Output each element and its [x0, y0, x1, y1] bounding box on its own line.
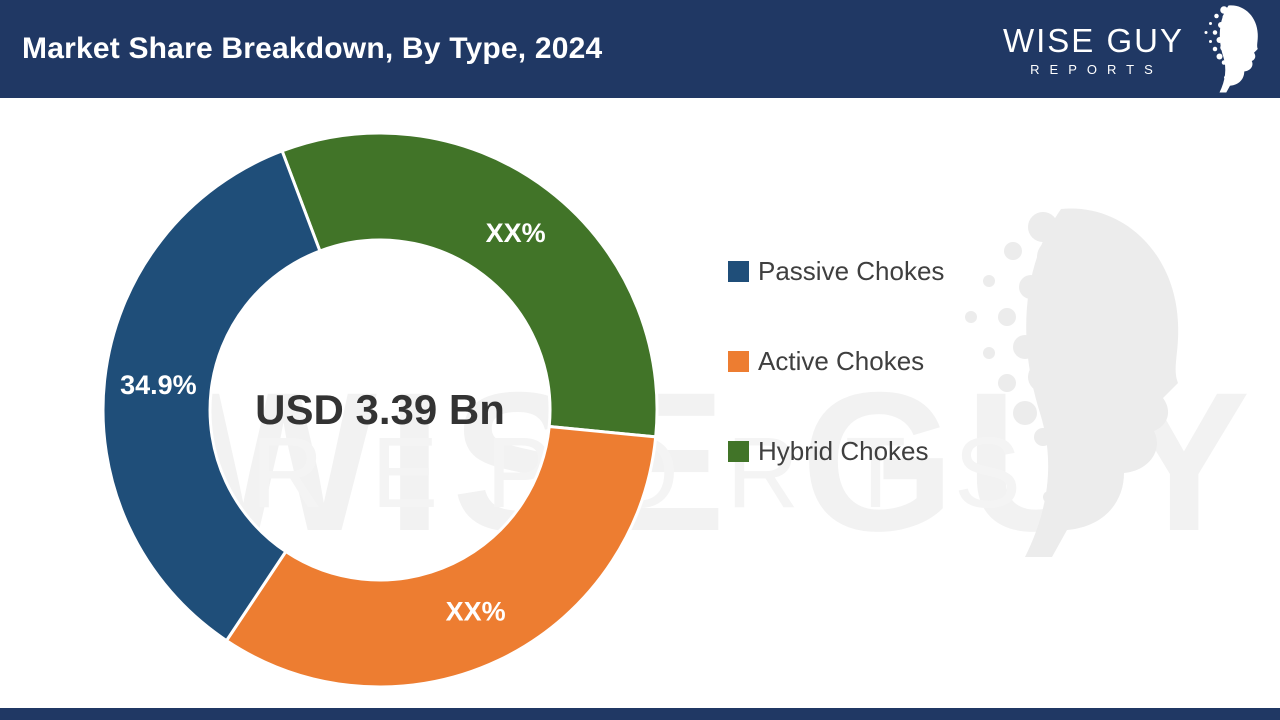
legend-swatch-hybrid	[728, 440, 749, 462]
legend-swatch-passive	[728, 260, 749, 282]
head-dot	[1236, 35, 1242, 42]
head-dot	[1230, 43, 1239, 52]
logo-head-icon	[1204, 5, 1258, 93]
legend-swatch-active	[728, 350, 749, 372]
head-dot	[1218, 22, 1224, 28]
head-dot	[1221, 60, 1227, 65]
head-dot	[1227, 19, 1236, 28]
legend-item-active-chokes: Active Chokes	[728, 342, 944, 380]
head-dot	[1224, 76, 1227, 79]
donut-slice-active-chokes	[225, 425, 658, 689]
chart-center-value: USD 3.39 Bn	[255, 386, 505, 433]
head-dot	[1234, 52, 1241, 58]
head-dot	[1231, 26, 1241, 36]
head-dot	[1220, 6, 1228, 14]
donut-slice-passive-chokes	[101, 149, 322, 643]
head-dot	[1220, 43, 1228, 52]
head-dot	[1216, 53, 1223, 60]
legend-item-passive-chokes: Passive Chokes	[728, 252, 944, 290]
head-dot	[1221, 28, 1230, 37]
head-dot	[1214, 13, 1219, 19]
head-dot	[1239, 43, 1245, 49]
head-dot	[1233, 66, 1239, 71]
head-dot	[1224, 51, 1233, 59]
head-dot	[1209, 40, 1212, 43]
legend-label: Active Chokes	[758, 345, 925, 376]
logo-text: WISE GUY REPORTS	[1003, 22, 1184, 77]
legend-label: Hybrid Chokes	[758, 435, 929, 466]
head-dot	[1212, 46, 1218, 52]
head-dot	[1228, 73, 1235, 79]
head-dot	[1225, 35, 1235, 45]
head-dot	[1204, 31, 1208, 34]
page-title: Market Share Breakdown, By Type, 2024	[22, 32, 603, 65]
head-dot	[1209, 22, 1212, 25]
slice-value-label: XX%	[486, 218, 546, 248]
slice-value-label: XX%	[446, 597, 506, 627]
footer-bar	[0, 708, 1280, 720]
logo-wordmark: WISE GUY	[1002, 21, 1184, 59]
head-dot	[1225, 67, 1232, 73]
head-dot	[1241, 27, 1246, 32]
donut-slice-hybrid-chokes	[280, 131, 659, 439]
slice-value-label: 34.9%	[120, 370, 197, 400]
logo-subtitle: REPORTS	[1030, 61, 1163, 77]
chart-legend: Passive Chokes Active Chokes Hybrid Chok…	[728, 252, 944, 522]
head-dot	[1238, 58, 1243, 64]
wise-guy-reports-logo: WISE GUY REPORTS	[1003, 4, 1266, 94]
legend-item-hybrid-chokes: Hybrid Chokes	[728, 432, 944, 470]
head-dot	[1232, 79, 1237, 85]
head-dot	[1230, 5, 1236, 12]
head-dot	[1229, 58, 1237, 67]
head-dot	[1216, 37, 1223, 43]
head-dot	[1233, 10, 1242, 19]
head-dot	[1237, 19, 1244, 25]
header-bar: Market Share Breakdown, By Type, 2024 WI…	[0, 0, 1280, 98]
head-dot	[1212, 30, 1218, 35]
legend-label: Passive Chokes	[758, 255, 945, 286]
